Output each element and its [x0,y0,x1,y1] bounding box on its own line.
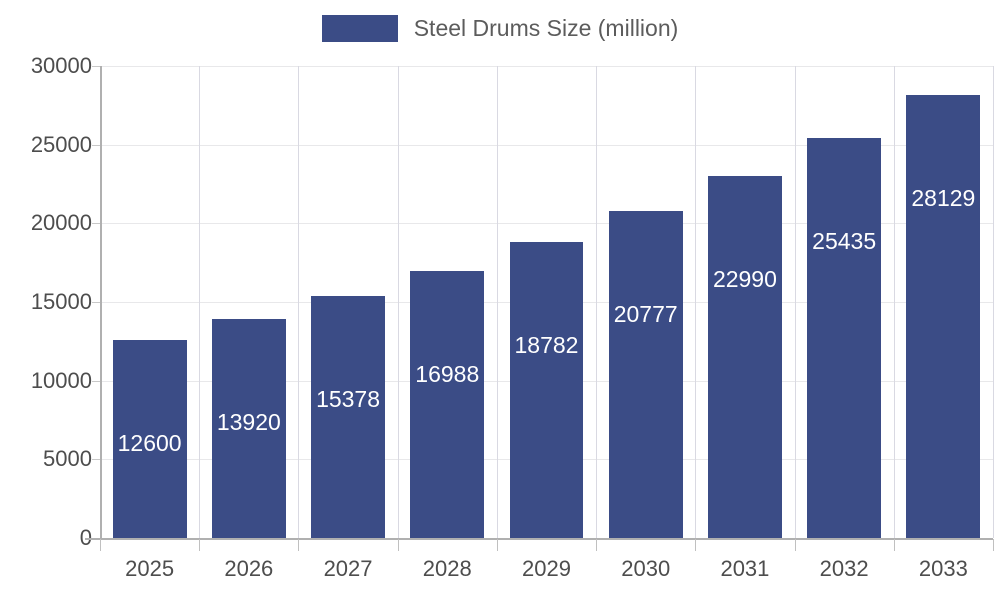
x-tick-label: 2029 [522,556,571,581]
bar-2030[interactable] [608,211,683,538]
gridline-vertical [298,66,299,538]
y-axis-line [100,66,102,538]
x-tick-mark [298,539,299,551]
bar-2033[interactable] [906,95,981,538]
gridline-vertical [993,66,994,538]
bar-2031[interactable] [707,176,782,538]
bar-2025[interactable] [112,339,187,538]
x-tick-label: 2027 [323,556,373,581]
y-tick-label: 10000 [30,367,92,393]
bar-value-label: 12600 [117,429,182,456]
x-tick-label: 2030 [621,556,671,581]
bar-value-label: 15378 [316,386,381,413]
y-tick-mark [92,380,100,382]
gridline-vertical [596,66,597,538]
bar-2026[interactable] [211,318,286,538]
x-tick-label: 2028 [422,556,472,581]
x-tick-mark [695,539,696,551]
x-tick-label: 2033 [918,556,968,581]
bar-2029[interactable] [509,242,584,538]
y-tick-label: 15000 [30,289,92,314]
y-tick-mark [92,66,100,67]
gridline-vertical [695,66,696,538]
bar-value-label: 22990 [712,266,777,293]
legend-label: Steel Drums Size (million) [413,14,679,41]
x-tick-mark [497,539,498,551]
y-tick-mark [92,459,100,461]
x-tick-label: 2025 [125,556,175,581]
y-tick-label: 5000 [43,446,92,472]
gridline-vertical [497,66,498,538]
y-tick-mark [92,302,100,303]
x-tick-mark [199,539,200,551]
bar-value-label: 13920 [216,408,281,435]
bar-2027[interactable] [311,296,385,538]
y-tick-mark [92,223,100,225]
y-tick-label: 20000 [30,210,92,236]
bar-value-label: 20777 [613,301,678,328]
x-axis-line [85,538,993,540]
chart-legend: Steel Drums Size (million) [0,8,1000,48]
bar-value-label: 18782 [514,332,579,359]
bar-value-label: 28129 [911,185,976,212]
gridline-vertical [398,66,399,538]
y-tick-label: 30000 [30,53,92,78]
legend-color-swatch [321,14,398,42]
x-tick-label: 2026 [224,556,274,581]
bar-2028[interactable] [410,270,485,538]
x-tick-mark [100,539,101,551]
plot-area: 12600 13920 15378 16988 18782 20777 22990 25435… [100,66,994,539]
gridline-horizontal [100,144,993,146]
x-tick-label: 2032 [819,556,869,581]
y-tick-label: 0 [2,527,92,549]
y-tick-mark [92,144,100,146]
gridline-vertical [795,66,796,538]
bar-2032[interactable] [807,137,882,538]
bar-value-label: 25435 [812,227,877,254]
gridline-vertical [894,66,895,538]
bar-value-label: 16988 [415,360,480,387]
x-tick-mark [894,539,895,551]
gridline-horizontal [100,66,993,67]
y-axis-ticks: 0 5000 10000 15000 20000 25000 30000 [0,0,100,600]
x-tick-label: 2031 [720,556,770,581]
x-tick-mark [795,539,796,551]
x-tick-mark [596,539,597,551]
x-tick-mark [993,539,994,551]
gridline-horizontal [100,223,993,225]
y-tick-label: 25000 [30,131,92,157]
gridline-vertical [199,66,200,538]
x-tick-mark [398,539,399,551]
